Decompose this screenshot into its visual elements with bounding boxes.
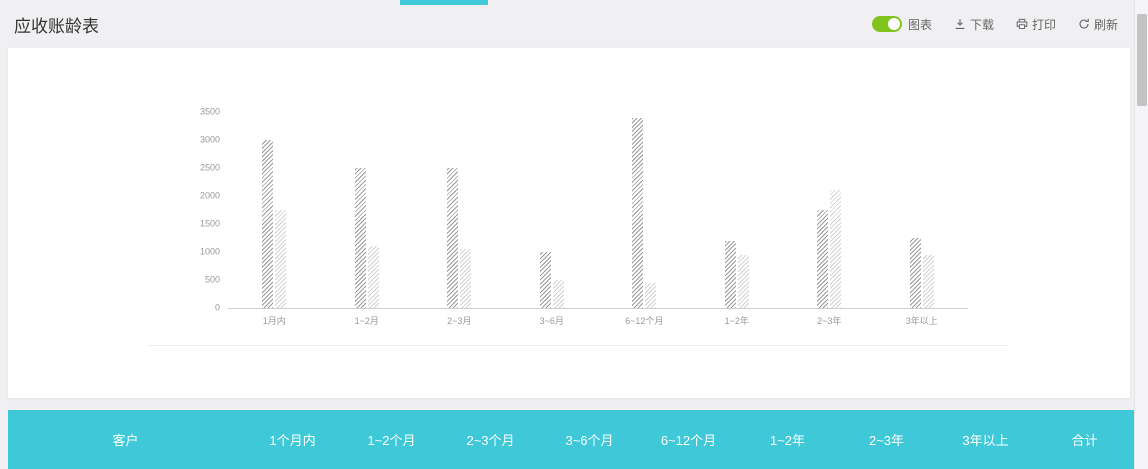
y-tick-label: 500 <box>204 274 220 285</box>
plot-area: 1月内 1~2月 2~3月 3~6月 6~12个月 1~2年 2~3年 3年以上 <box>228 112 968 326</box>
table-column-header: 合计 <box>1071 433 1098 448</box>
x-tick-label: 1月内 <box>262 316 286 326</box>
table-column-header: 客户 <box>112 433 139 448</box>
table-column-header: 1个月内 <box>269 433 316 448</box>
x-tick-label: 3~6月 <box>539 316 564 326</box>
bar-group: 1~2年 <box>724 112 749 326</box>
page-title: 应收账龄表 <box>14 16 99 36</box>
table-column-header: 6~12个月 <box>660 433 717 448</box>
bar-series-2-6 <box>830 190 842 308</box>
refresh-label: 刷新 <box>1093 17 1118 32</box>
print-button[interactable]: 打印 <box>1016 16 1056 33</box>
bar-series-2-2 <box>460 249 472 308</box>
bar-group: 1月内 <box>262 112 287 326</box>
y-tick-label: 2500 <box>199 162 220 173</box>
y-tick-label: 1000 <box>199 246 220 257</box>
y-axis: 0 500 1000 1500 2000 2500 3000 3500 <box>178 107 228 312</box>
bar-group: 3~6月 <box>539 112 564 326</box>
download-button[interactable]: 下载 <box>954 16 994 33</box>
y-tick-label: 1500 <box>199 218 220 229</box>
bar-series-1-7 <box>909 238 921 308</box>
download-label: 下载 <box>969 17 994 32</box>
toggle-knob-icon <box>887 18 900 30</box>
table-column-header: 1~2个月 <box>367 433 416 448</box>
bar-series-1-5 <box>724 241 736 308</box>
bar-series-1-6 <box>817 210 829 308</box>
bar-series-2-3 <box>552 280 564 308</box>
bar-group: 1~2月 <box>354 112 379 326</box>
table-column-header: 1~2年 <box>769 433 806 448</box>
bar-series-1-4 <box>632 118 644 308</box>
x-tick-label: 2~3年 <box>817 316 842 326</box>
bar-series-1-1 <box>354 168 366 308</box>
bar-group: 2~3月 <box>447 112 472 326</box>
table-column-header: 2~3年 <box>868 433 905 448</box>
chart-toggle-label: 图表 <box>907 17 932 32</box>
vertical-scrollbar[interactable] <box>1134 0 1148 469</box>
bar-series-2-1 <box>367 246 379 308</box>
bar-series-1-2 <box>447 168 459 308</box>
bar-series-2-5 <box>737 255 749 308</box>
bar-group: 6~12个月 <box>625 112 663 326</box>
x-tick-label: 1~2月 <box>354 316 379 326</box>
refresh-button[interactable]: 刷新 <box>1078 16 1118 33</box>
x-tick-label: 1~2年 <box>724 316 749 326</box>
chart-toggle-wrap: 图表 <box>871 16 932 33</box>
aging-bar-chart: 0 500 1000 1500 2000 2500 3000 3500 1月内 1~2月 2~3月… <box>178 107 1130 326</box>
refresh-icon <box>1078 18 1090 30</box>
x-tick-label: 3年以上 <box>905 316 938 326</box>
table-column-header: 3年以上 <box>962 433 1009 448</box>
download-icon <box>954 18 966 30</box>
x-tick-label: 6~12个月 <box>625 316 664 326</box>
chart-view-toggle[interactable] <box>871 16 902 32</box>
bar-series-1-3 <box>539 252 551 308</box>
bar-series-2-7 <box>922 255 934 308</box>
chart-panel: 0 500 1000 1500 2000 2500 3000 3500 1月内 1~2月 2~3月… <box>8 48 1130 398</box>
print-icon <box>1016 18 1028 30</box>
page-header: 应收账龄表 图表 下载 打印 刷新 <box>0 0 1134 48</box>
x-tick-label: 2~3月 <box>447 316 472 326</box>
y-tick-label: 2000 <box>199 190 220 201</box>
table-column-header: 2~3个月 <box>466 433 515 448</box>
bar-group: 2~3年 <box>817 112 842 326</box>
y-tick-label: 3500 <box>199 106 220 117</box>
table-column-header: 3~6个月 <box>565 433 614 448</box>
y-tick-label: 0 <box>214 302 220 313</box>
y-tick-label: 3000 <box>199 134 220 145</box>
bar-series-1-0 <box>262 140 274 308</box>
chart-divider <box>148 345 1008 346</box>
bar-group: 3年以上 <box>906 112 938 326</box>
bar-series-2-4 <box>645 283 657 308</box>
scrollbar-thumb[interactable] <box>1137 14 1147 106</box>
bar-series-2-0 <box>275 210 287 308</box>
print-label: 打印 <box>1031 17 1056 32</box>
toolbar: 图表 下载 打印 刷新 <box>871 16 1118 33</box>
table-header-row: 客户 1个月内 1~2个月 2~3个月 3~6个月 6~12个月 1~2年 2~… <box>8 410 1134 469</box>
top-tab-indicator <box>400 0 488 5</box>
